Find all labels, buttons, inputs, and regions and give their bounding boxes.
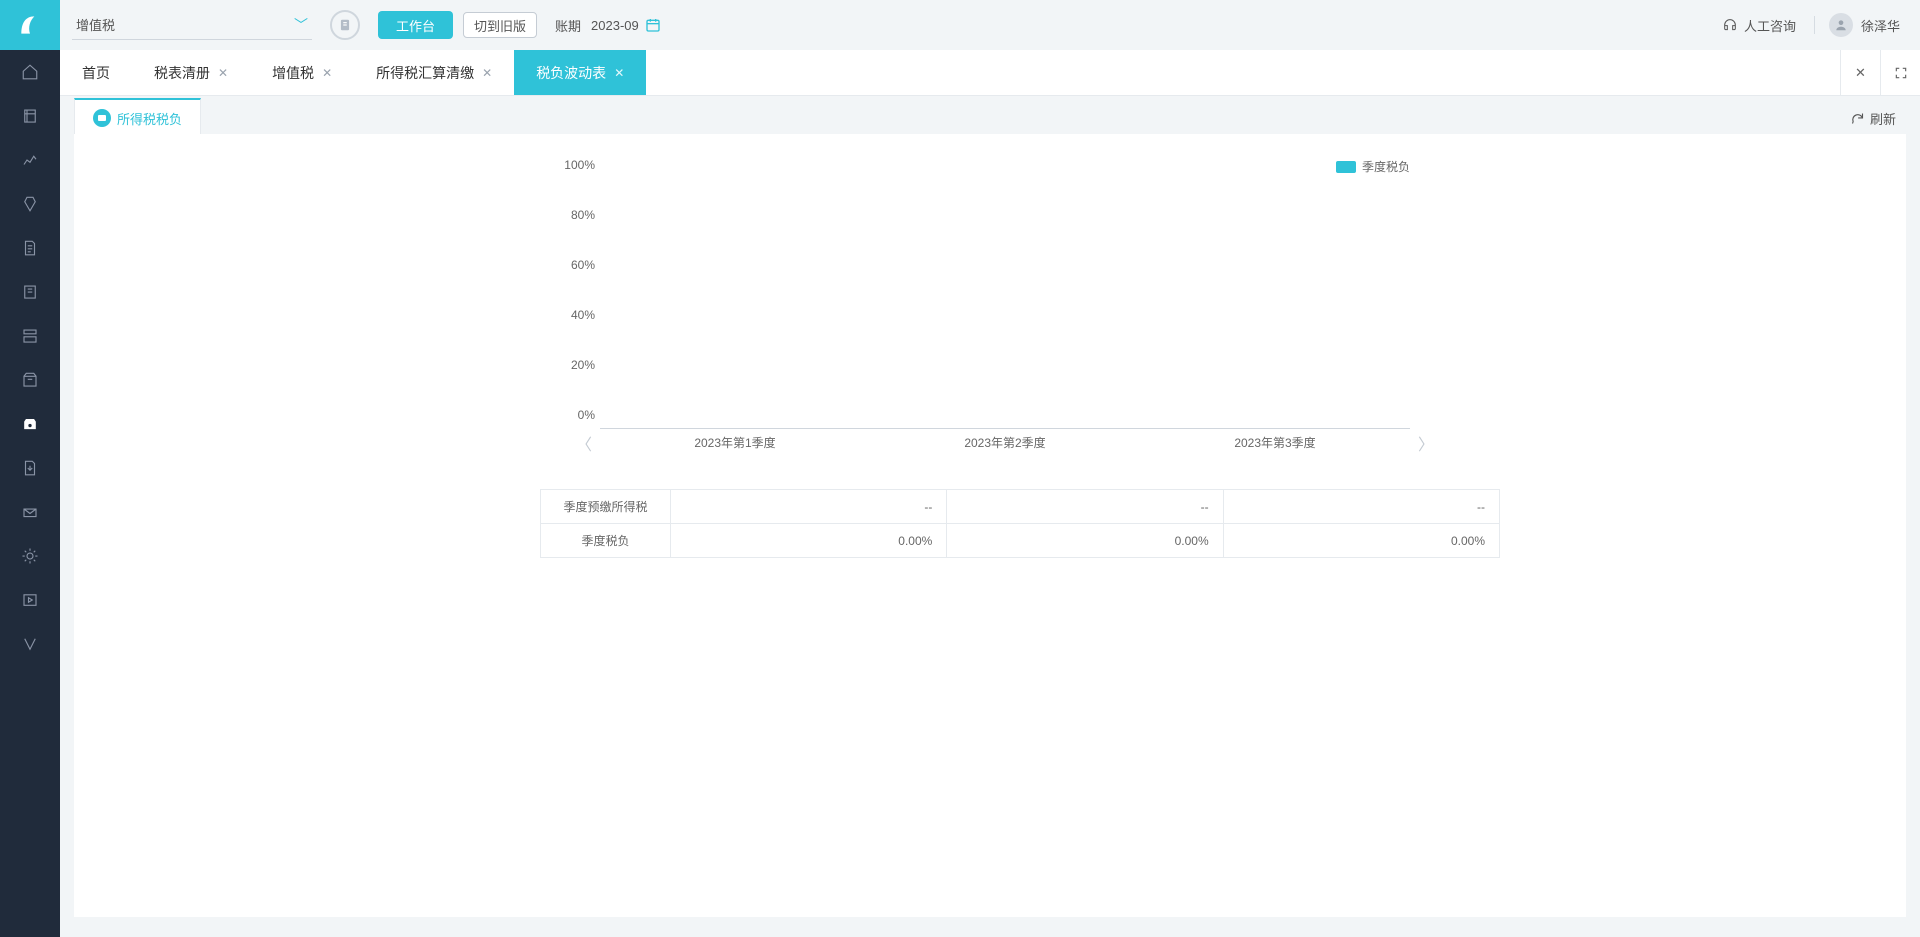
legend-swatch (1336, 161, 1356, 173)
period-label: 账期 (555, 16, 581, 35)
chart-data-table: 季度预缴所得税------季度税负0.00%0.00%0.00% (540, 489, 1500, 558)
nav-docs[interactable] (0, 270, 60, 314)
chevron-down-icon: ﹀ (294, 15, 308, 35)
refresh-button[interactable]: 刷新 (1850, 109, 1896, 128)
subtab-label: 所得税税负 (117, 109, 182, 128)
chart-next-button[interactable]: 〉 (1418, 431, 1434, 455)
nav-tax[interactable] (0, 402, 60, 446)
nav-funds[interactable] (0, 182, 60, 226)
legend-label: 季度税负 (1362, 158, 1410, 175)
tab-税表清册[interactable]: 税表清册 ✕ (132, 50, 250, 95)
nav-home[interactable] (0, 50, 60, 94)
close-icon[interactable]: ✕ (218, 67, 228, 79)
nav-inbox[interactable] (0, 490, 60, 534)
username: 徐泽华 (1861, 16, 1900, 35)
tax-burden-chart: 100%80%60%40%20%0% 2023年第1季度2023年第2季度202… (600, 179, 1410, 429)
user-avatar[interactable] (1829, 13, 1853, 37)
table-cell: 0.00% (671, 524, 947, 558)
nav-ledger[interactable] (0, 94, 60, 138)
y-tick: 80% (540, 208, 595, 222)
tab-所得税汇算清缴[interactable]: 所得税汇算清缴 ✕ (354, 50, 514, 95)
app-logo[interactable] (0, 0, 60, 50)
tab-label: 首页 (82, 63, 110, 83)
subtab-icon (93, 109, 111, 127)
y-tick: 0% (540, 408, 595, 422)
nav-archive[interactable] (0, 314, 60, 358)
company-selector[interactable]: 增值税 ﹀ (72, 10, 312, 40)
table-row: 季度税负0.00%0.00%0.00% (541, 524, 1500, 558)
chart-legend: 季度税负 (540, 158, 1440, 175)
y-tick: 60% (540, 258, 595, 272)
tab-label: 所得税汇算清缴 (376, 63, 474, 83)
tab-增值税[interactable]: 增值税 ✕ (250, 50, 354, 95)
switch-old-button-label: 切到旧版 (474, 16, 526, 35)
notes-button[interactable] (330, 10, 360, 40)
tab-首页[interactable]: 首页 (60, 50, 132, 95)
calendar-icon[interactable] (645, 17, 661, 33)
x-tick: 2023年第2季度 (870, 434, 1140, 451)
tab-label: 税表清册 (154, 63, 210, 83)
tab-label: 增值税 (272, 63, 314, 83)
tab-税负波动表[interactable]: 税负波动表 ✕ (514, 50, 646, 95)
switch-old-button[interactable]: 切到旧版 (463, 12, 537, 38)
support-label: 人工咨询 (1744, 16, 1796, 35)
close-icon[interactable]: ✕ (614, 67, 624, 79)
y-tick: 20% (540, 358, 595, 372)
nav-analytics[interactable] (0, 138, 60, 182)
chart-x-axis: 2023年第1季度2023年第2季度2023年第3季度 (600, 434, 1410, 451)
period-value: 2023-09 (591, 18, 639, 33)
company-name: 增值税 (76, 15, 115, 34)
chart-y-axis: 100%80%60%40%20%0% (540, 179, 595, 429)
close-all-tabs[interactable]: ✕ (1840, 50, 1880, 95)
table-cell: -- (947, 490, 1223, 524)
nav-reports[interactable] (0, 226, 60, 270)
table-cell: 0.00% (947, 524, 1223, 558)
nav-export[interactable] (0, 446, 60, 490)
chart-plot-area (600, 179, 1410, 429)
table-cell: -- (671, 490, 947, 524)
support-button[interactable]: 人工咨询 (1722, 16, 1796, 35)
close-icon[interactable]: ✕ (482, 67, 492, 79)
refresh-label: 刷新 (1870, 109, 1896, 128)
y-tick: 40% (540, 308, 595, 322)
tabstrip: 首页 税表清册 ✕ 增值税 ✕ 所得税汇算清缴 ✕ 税负波动表 ✕ ✕ (60, 50, 1920, 96)
sidebar (0, 0, 60, 937)
fullscreen-toggle[interactable] (1880, 50, 1920, 95)
x-tick: 2023年第1季度 (600, 434, 870, 451)
nav-media[interactable] (0, 578, 60, 622)
topbar-divider (1814, 16, 1815, 34)
workbench-button[interactable]: 工作台 (378, 11, 453, 39)
tab-label: 税负波动表 (536, 63, 606, 83)
content-panel: 季度税负 100%80%60%40%20%0% 2023年第1季度2023年第2… (74, 134, 1906, 917)
row-label: 季度预缴所得税 (541, 490, 671, 524)
table-cell: -- (1223, 490, 1499, 524)
subtab-income-tax-burden[interactable]: 所得税税负 (74, 98, 201, 136)
x-tick: 2023年第3季度 (1140, 434, 1410, 451)
row-label: 季度税负 (541, 524, 671, 558)
table-cell: 0.00% (1223, 524, 1499, 558)
nav-finance[interactable] (0, 358, 60, 402)
table-row: 季度预缴所得税------ (541, 490, 1500, 524)
close-icon[interactable]: ✕ (322, 67, 332, 79)
chart-prev-button[interactable]: 〈 (576, 431, 592, 455)
nav-v[interactable] (0, 622, 60, 666)
workbench-button-label: 工作台 (396, 16, 435, 35)
topbar: 增值税 ﹀ 工作台 切到旧版 账期 2023-09 人工咨询 徐泽华 (60, 0, 1920, 50)
toolbar: 所得税税负 刷新 (60, 96, 1920, 136)
y-tick: 100% (540, 158, 595, 172)
nav-settings[interactable] (0, 534, 60, 578)
